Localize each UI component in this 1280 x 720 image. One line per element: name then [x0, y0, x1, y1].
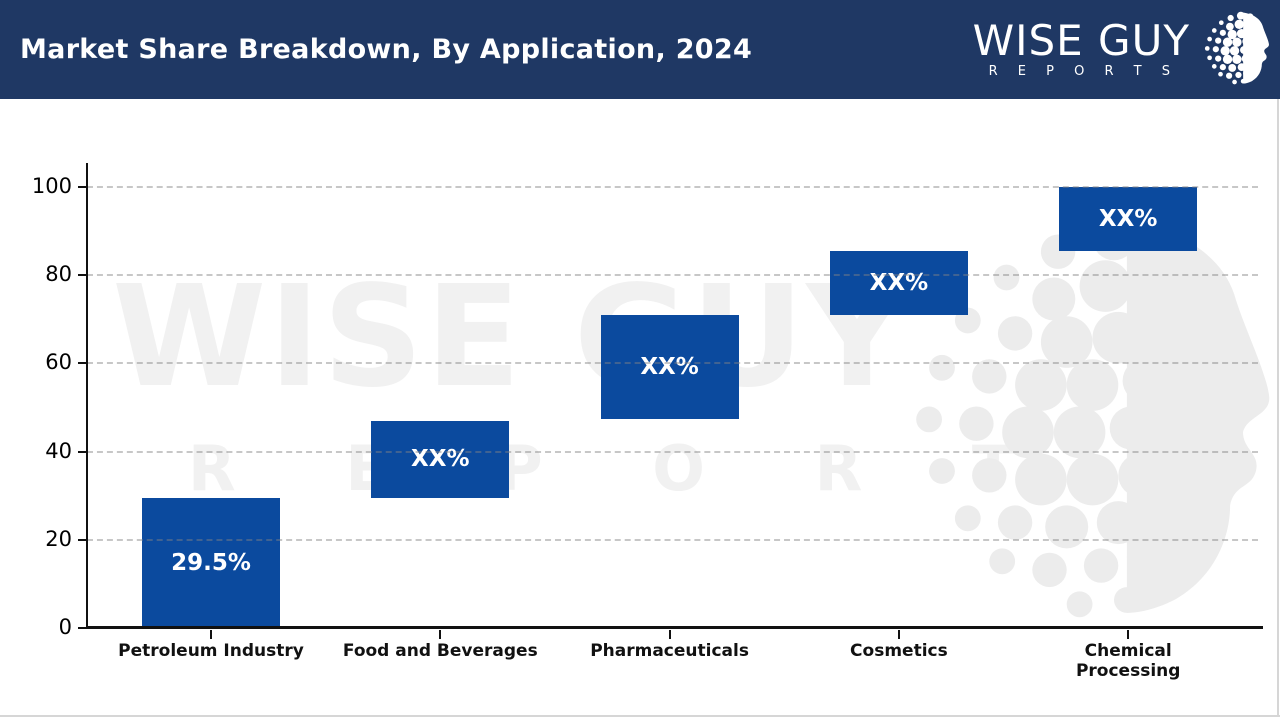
- logo-subtitle: R E P O R T S: [988, 64, 1178, 79]
- chart-title: Market Share Breakdown, By Application, …: [20, 34, 753, 65]
- gridline: [87, 450, 1258, 453]
- waterfall-chart: 0 20 40 60 80 100 29.5% Petroleum Industry XX% Fo…: [0, 99, 1280, 720]
- y-tick-label: 80: [45, 262, 72, 287]
- bar-food-and-beverages: XX%: [371, 420, 510, 498]
- bar-chemical-processing: XX%: [1059, 187, 1198, 251]
- x-axis-line: [86, 626, 1263, 629]
- bar-value-label: XX%: [411, 446, 470, 473]
- bar-petroleum-industry: 29.5%: [142, 497, 280, 628]
- y-axis-tick: [78, 538, 87, 541]
- x-axis-tick: [439, 630, 442, 639]
- x-axis-tick: [210, 630, 212, 639]
- y-axis-tick: [78, 186, 87, 188]
- x-axis-tick: [668, 630, 671, 639]
- y-axis-tick: [78, 627, 87, 629]
- y-axis-tick: [78, 450, 87, 453]
- y-tick-label: 60: [45, 350, 72, 375]
- y-tick-label: 20: [45, 526, 72, 551]
- y-tick-label: 100: [31, 174, 72, 198]
- watermark-text: WISE GUY: [112, 256, 910, 419]
- bar-value-label: XX%: [869, 269, 929, 296]
- gridline: [87, 362, 1258, 365]
- logo-name: WISE GUY: [972, 16, 1190, 65]
- x-tick-label: Pharmaceuticals: [590, 641, 749, 661]
- bottom-hairline: [0, 715, 1280, 717]
- x-tick-label: Chemical Processing: [1075, 641, 1181, 682]
- bar-value-label: 29.5%: [171, 549, 251, 576]
- x-tick-label: Petroleum Industry: [118, 641, 304, 661]
- right-hairline: [1277, 99, 1279, 717]
- gridline: [87, 538, 1258, 541]
- bar-pharmaceuticals: XX%: [600, 314, 739, 419]
- bar-cosmetics: XX%: [829, 250, 968, 315]
- header-bar: Market Share Breakdown, By Application, …: [0, 0, 1280, 99]
- x-tick-label: Food and Beverages: [342, 641, 538, 661]
- bar-value-label: XX%: [640, 353, 699, 380]
- x-tick-label: Cosmetics: [850, 641, 948, 661]
- bar-value-label: XX%: [1098, 205, 1158, 232]
- y-tick-label: 40: [45, 438, 72, 463]
- y-axis-tick: [78, 274, 87, 277]
- x-axis-tick: [1127, 630, 1130, 639]
- y-axis-tick: [78, 362, 87, 365]
- x-axis-tick: [897, 630, 900, 639]
- gridline: [87, 186, 1258, 188]
- logo-dotface-icon: [1194, 7, 1272, 93]
- gridline: [87, 274, 1258, 277]
- wise-guy-reports-logo: WISE GUY R E P O R T S: [973, 0, 1272, 99]
- logo-text: WISE GUY R E P O R T S: [972, 16, 1190, 80]
- y-axis-line: [86, 163, 88, 629]
- y-tick-label: 0: [58, 615, 72, 639]
